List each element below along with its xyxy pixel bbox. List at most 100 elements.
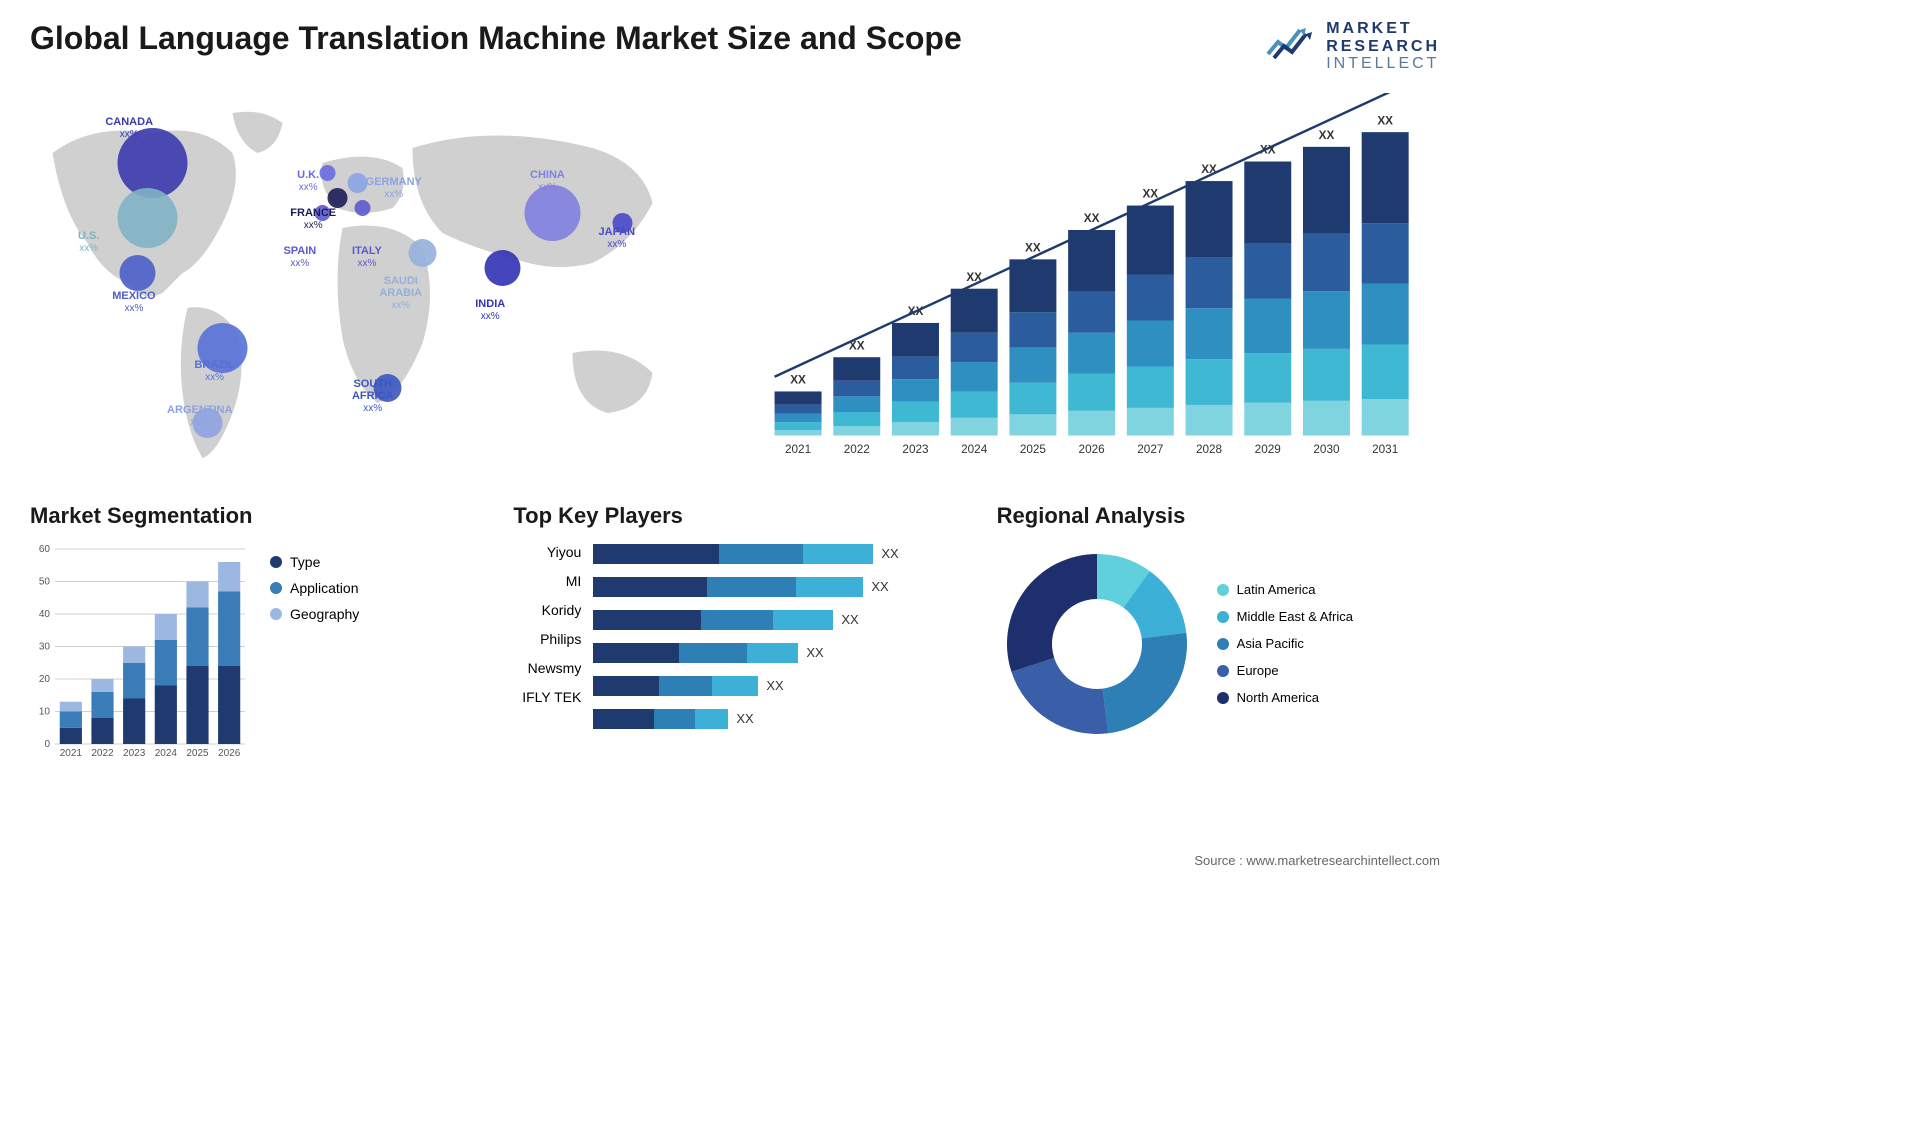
- svg-text:2028: 2028: [1196, 443, 1223, 456]
- legend-dot: [270, 556, 282, 568]
- legend-item: Middle East & Africa: [1217, 609, 1353, 624]
- player-bar-segment: [796, 577, 864, 597]
- svg-text:XX: XX: [1319, 129, 1335, 142]
- svg-text:XX: XX: [1025, 241, 1041, 254]
- legend-item: Application: [270, 580, 359, 596]
- svg-text:2022: 2022: [844, 443, 870, 456]
- player-bar-segment: [593, 610, 701, 630]
- segmentation-chart: 0102030405060202120222023202420252026: [30, 544, 250, 764]
- player-bar-segment: [707, 577, 796, 597]
- svg-text:2030: 2030: [1313, 443, 1340, 456]
- svg-text:2022: 2022: [91, 748, 114, 759]
- player-value: XX: [766, 678, 783, 693]
- svg-text:50: 50: [39, 576, 51, 587]
- player-name: Newsmy: [513, 660, 581, 676]
- legend-label: Latin America: [1237, 582, 1316, 597]
- world-map: [30, 93, 715, 473]
- regional-title: Regional Analysis: [997, 503, 1440, 529]
- player-bar-segment: [712, 676, 758, 696]
- legend-item: Geography: [270, 606, 359, 622]
- player-value: XX: [871, 579, 888, 594]
- legend-label: North America: [1237, 690, 1319, 705]
- player-name: IFLY TEK: [513, 689, 581, 705]
- map-label: JAPANxx%: [599, 226, 635, 250]
- player-bar-row: XX: [593, 577, 956, 597]
- legend-dot: [270, 582, 282, 594]
- svg-text:2023: 2023: [123, 748, 146, 759]
- player-bar-segment: [593, 544, 719, 564]
- svg-text:XX: XX: [1142, 187, 1158, 200]
- logo-text-2: RESEARCH: [1326, 38, 1440, 56]
- source-attribution: Source : www.marketresearchintellect.com: [1194, 853, 1440, 868]
- map-label: CANADAxx%: [105, 116, 153, 140]
- players-title: Top Key Players: [513, 503, 956, 529]
- player-bar-segment: [659, 676, 712, 696]
- svg-text:2031: 2031: [1372, 443, 1398, 456]
- map-label: BRAZILxx%: [194, 359, 234, 383]
- svg-text:2021: 2021: [60, 748, 83, 759]
- svg-text:XX: XX: [790, 373, 806, 386]
- player-bar-segment: [701, 610, 773, 630]
- legend-label: Geography: [290, 606, 359, 622]
- map-label: U.K.xx%: [297, 169, 319, 193]
- players-panel: Top Key Players YiyouMIKoridyPhilipsNews…: [513, 503, 956, 764]
- svg-text:40: 40: [39, 609, 51, 620]
- player-bar: [593, 676, 758, 696]
- map-label: MEXICOxx%: [112, 290, 155, 314]
- player-bar-segment: [593, 676, 659, 696]
- legend-item: Asia Pacific: [1217, 636, 1353, 651]
- player-bar: [593, 709, 728, 729]
- svg-text:2026: 2026: [218, 748, 241, 759]
- regional-legend: Latin America Middle East & Africa Asia Pa…: [1217, 582, 1353, 705]
- map-label: ITALYxx%: [352, 245, 382, 269]
- segmentation-legend: Type Application Geography: [270, 544, 359, 764]
- svg-text:20: 20: [39, 674, 51, 685]
- map-label: GERMANYxx%: [366, 176, 422, 200]
- map-label: SAUDIARABIAxx%: [379, 275, 422, 311]
- player-bar-segment: [593, 643, 679, 663]
- legend-label: Europe: [1237, 663, 1279, 678]
- legend-dot: [1217, 584, 1229, 596]
- svg-text:2024: 2024: [155, 748, 178, 759]
- player-name: Philips: [513, 631, 581, 647]
- legend-dot: [1217, 611, 1229, 623]
- logo-icon: [1266, 24, 1316, 69]
- logo-text-1: MARKET: [1326, 20, 1440, 38]
- svg-text:XX: XX: [1377, 114, 1393, 127]
- legend-item: Type: [270, 554, 359, 570]
- map-label: SPAINxx%: [283, 245, 316, 269]
- players-names: YiyouMIKoridyPhilipsNewsmyIFLY TEK: [513, 544, 593, 729]
- svg-text:2025: 2025: [186, 748, 209, 759]
- growth-chart-panel: XXXXXXXXXXXXXXXXXXXXXX 20212022202320242…: [755, 93, 1440, 473]
- player-name: Yiyou: [513, 544, 581, 560]
- player-bar-segment: [747, 643, 798, 663]
- legend-dot: [1217, 692, 1229, 704]
- player-name: MI: [513, 573, 581, 589]
- player-bar-segment: [593, 709, 654, 729]
- player-value: XX: [736, 711, 753, 726]
- svg-text:2029: 2029: [1255, 443, 1281, 456]
- segmentation-panel: Market Segmentation 01020304050602021202…: [30, 503, 473, 764]
- legend-label: Middle East & Africa: [1237, 609, 1353, 624]
- page-title: Global Language Translation Machine Mark…: [30, 20, 962, 57]
- player-bar-segment: [773, 610, 833, 630]
- player-bar-segment: [803, 544, 873, 564]
- player-value: XX: [881, 546, 898, 561]
- player-bar-segment: [593, 577, 706, 597]
- legend-dot: [1217, 638, 1229, 650]
- player-bar-segment: [679, 643, 747, 663]
- player-bar-segment: [654, 709, 695, 729]
- map-label: ARGENTINAxx%: [167, 404, 232, 428]
- growth-bar-chart: XXXXXXXXXXXXXXXXXXXXXX 20212022202320242…: [755, 93, 1440, 465]
- svg-text:2026: 2026: [1079, 443, 1106, 456]
- player-bar-segment: [695, 709, 729, 729]
- legend-item: Latin America: [1217, 582, 1353, 597]
- players-bars: XXXXXXXXXXXX: [593, 544, 956, 729]
- segmentation-title: Market Segmentation: [30, 503, 473, 529]
- legend-dot: [270, 608, 282, 620]
- map-label: CHINAxx%: [530, 169, 565, 193]
- map-label: U.S.xx%: [78, 230, 99, 254]
- svg-text:2027: 2027: [1137, 443, 1163, 456]
- map-label: SOUTHAFRICAxx%: [352, 378, 394, 414]
- svg-text:2024: 2024: [961, 443, 988, 456]
